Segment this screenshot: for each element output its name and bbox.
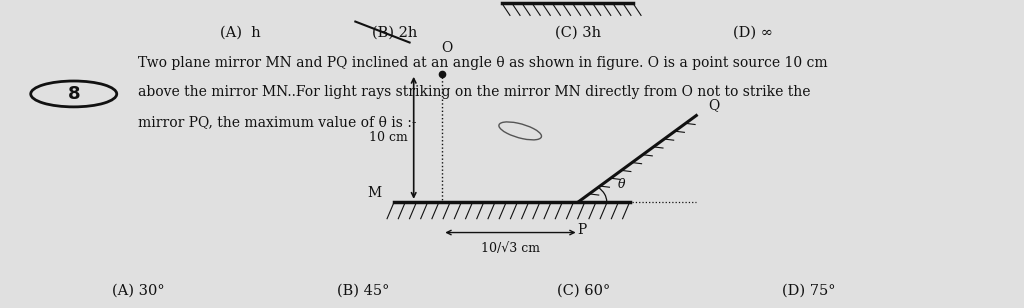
Text: (B) 45°: (B) 45° (337, 284, 390, 298)
Text: (B) 2h: (B) 2h (372, 25, 417, 39)
Text: mirror PQ, the maximum value of θ is :-: mirror PQ, the maximum value of θ is :- (138, 115, 417, 129)
Text: (A)  h: (A) h (220, 25, 261, 39)
Text: Two plane mirror MN and PQ inclined at an angle θ as shown in figure. O is a poi: Two plane mirror MN and PQ inclined at a… (138, 56, 827, 70)
Text: Q: Q (709, 99, 720, 112)
Text: O: O (441, 42, 452, 55)
Text: 10 cm: 10 cm (369, 131, 408, 144)
Text: (C) 3h: (C) 3h (555, 25, 602, 39)
Text: M: M (368, 186, 382, 200)
Text: P: P (577, 223, 587, 237)
Text: 8: 8 (68, 85, 80, 103)
Text: θ: θ (617, 178, 626, 191)
Text: (C) 60°: (C) 60° (557, 284, 610, 298)
Text: (A) 30°: (A) 30° (112, 284, 165, 298)
Text: 10/√3 cm: 10/√3 cm (481, 242, 540, 255)
Text: (D) 75°: (D) 75° (782, 284, 836, 298)
Text: above the mirror MN..For light rays striking on the mirror MN directly from O no: above the mirror MN..For light rays stri… (138, 85, 811, 99)
Text: (D) ∞: (D) ∞ (733, 25, 772, 39)
